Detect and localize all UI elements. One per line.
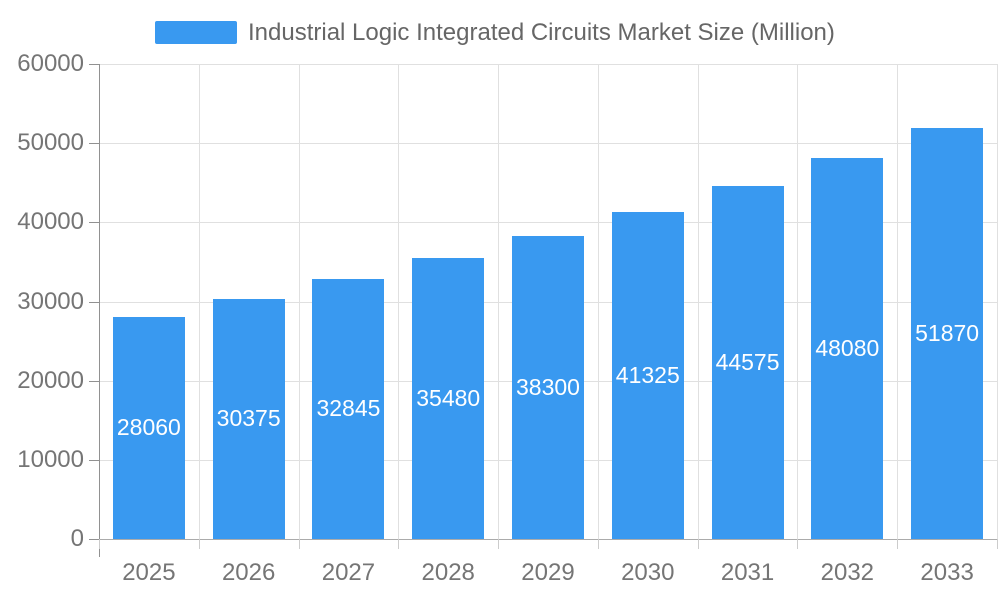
bar-2031[interactable]: 44575 [711,186,784,539]
bar-value-label: 35480 [416,385,481,412]
bar-value-label: 48080 [815,335,880,362]
x-gridline [697,64,699,539]
x-gridline [198,64,200,539]
y-axis-tick [89,64,99,65]
y-axis-tick [89,380,99,382]
y-axis-tick [89,143,99,145]
x-axis-tick [498,539,500,549]
x-axis-label: 2029 [521,559,575,586]
x-axis-tick [398,539,400,549]
y-axis-label: 20000 [17,366,84,394]
x-gridline [498,64,500,539]
x-axis-tick [897,539,899,549]
x-gridline [797,64,799,539]
bar-value-label: 32845 [316,395,381,422]
x-axis-tick [99,539,100,549]
x-axis-label: 2026 [221,559,276,586]
y-gridline [99,64,997,65]
x-axis-label: 2031 [720,559,775,586]
y-gridline [99,143,997,145]
y-axis-label: 0 [70,525,84,552]
x-axis-tick [697,539,699,549]
y-axis-tick [89,539,99,540]
y-axis-label: 50000 [17,129,84,157]
bar-value-label: 28060 [116,414,181,441]
bar-2032[interactable]: 48080 [811,158,884,539]
x-gridline [298,64,300,539]
x-axis-tick [198,539,200,549]
y-axis-tick [89,301,99,303]
x-gridline [897,64,899,539]
x-axis-tick [797,539,799,549]
y-axis-label: 40000 [17,208,84,236]
x-axis-label: 2025 [122,559,176,586]
y-axis-tick [89,222,99,224]
bar-2030[interactable]: 41325 [611,211,684,539]
bar-value-label: 44575 [715,349,780,376]
x-axis-label: 2033 [920,559,974,586]
bar-value-label: 30375 [216,405,281,432]
x-axis-tick [298,539,300,549]
legend-item[interactable]: Industrial Logic Integrated Circuits Mar… [155,20,835,45]
x-axis-label: 2027 [321,559,376,586]
bar-2026[interactable]: 30375 [212,298,285,539]
bar-2025[interactable]: 28060 [112,316,185,539]
x-axis-tick [997,539,998,549]
x-axis-label: 2028 [421,559,475,586]
y-axis-label: 60000 [17,50,84,77]
y-axis-line [99,64,100,557]
bar-2029[interactable]: 38300 [512,235,584,539]
y-axis-label: 30000 [17,287,84,315]
y-axis-tick [89,459,99,461]
bar-2027[interactable]: 32845 [312,278,385,539]
y-gridline [99,222,997,224]
bar-value-label: 41325 [615,361,680,388]
legend-swatch [155,21,237,44]
x-axis-tick [597,539,599,549]
x-axis-label: 2030 [621,559,675,586]
x-axis-line [99,539,997,540]
bar-value-label: 51870 [915,320,980,347]
y-axis-label: 10000 [17,445,84,473]
bar-value-label: 38300 [516,373,580,400]
x-gridline [597,64,599,539]
x-axis-label: 2032 [820,559,875,586]
x-gridline [997,64,998,539]
legend-label: Industrial Logic Integrated Circuits Mar… [248,19,835,46]
bar-2033[interactable]: 51870 [911,128,984,539]
x-gridline [398,64,400,539]
bar-2028[interactable]: 35480 [412,258,485,539]
